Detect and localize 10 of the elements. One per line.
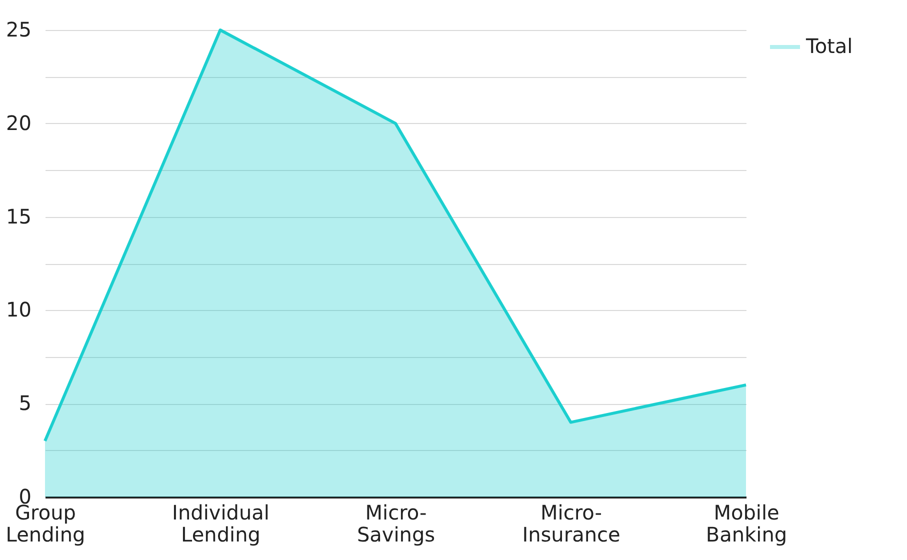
legend-label: Total	[805, 34, 853, 58]
x-tick-label: Mobile Banking	[706, 500, 788, 546]
x-tick-label: Micro-Savings	[356, 500, 436, 546]
y-tick-label: 20	[6, 110, 32, 135]
y-tick-label: 5	[18, 391, 32, 416]
x-tick-label: Individual Lending	[172, 500, 270, 546]
y-tick-label: 25	[6, 18, 32, 42]
y-tick-label: 15	[6, 204, 32, 228]
x-tick-label: Micro-Insurance	[522, 500, 620, 546]
y-tick-label: 10	[6, 298, 32, 322]
